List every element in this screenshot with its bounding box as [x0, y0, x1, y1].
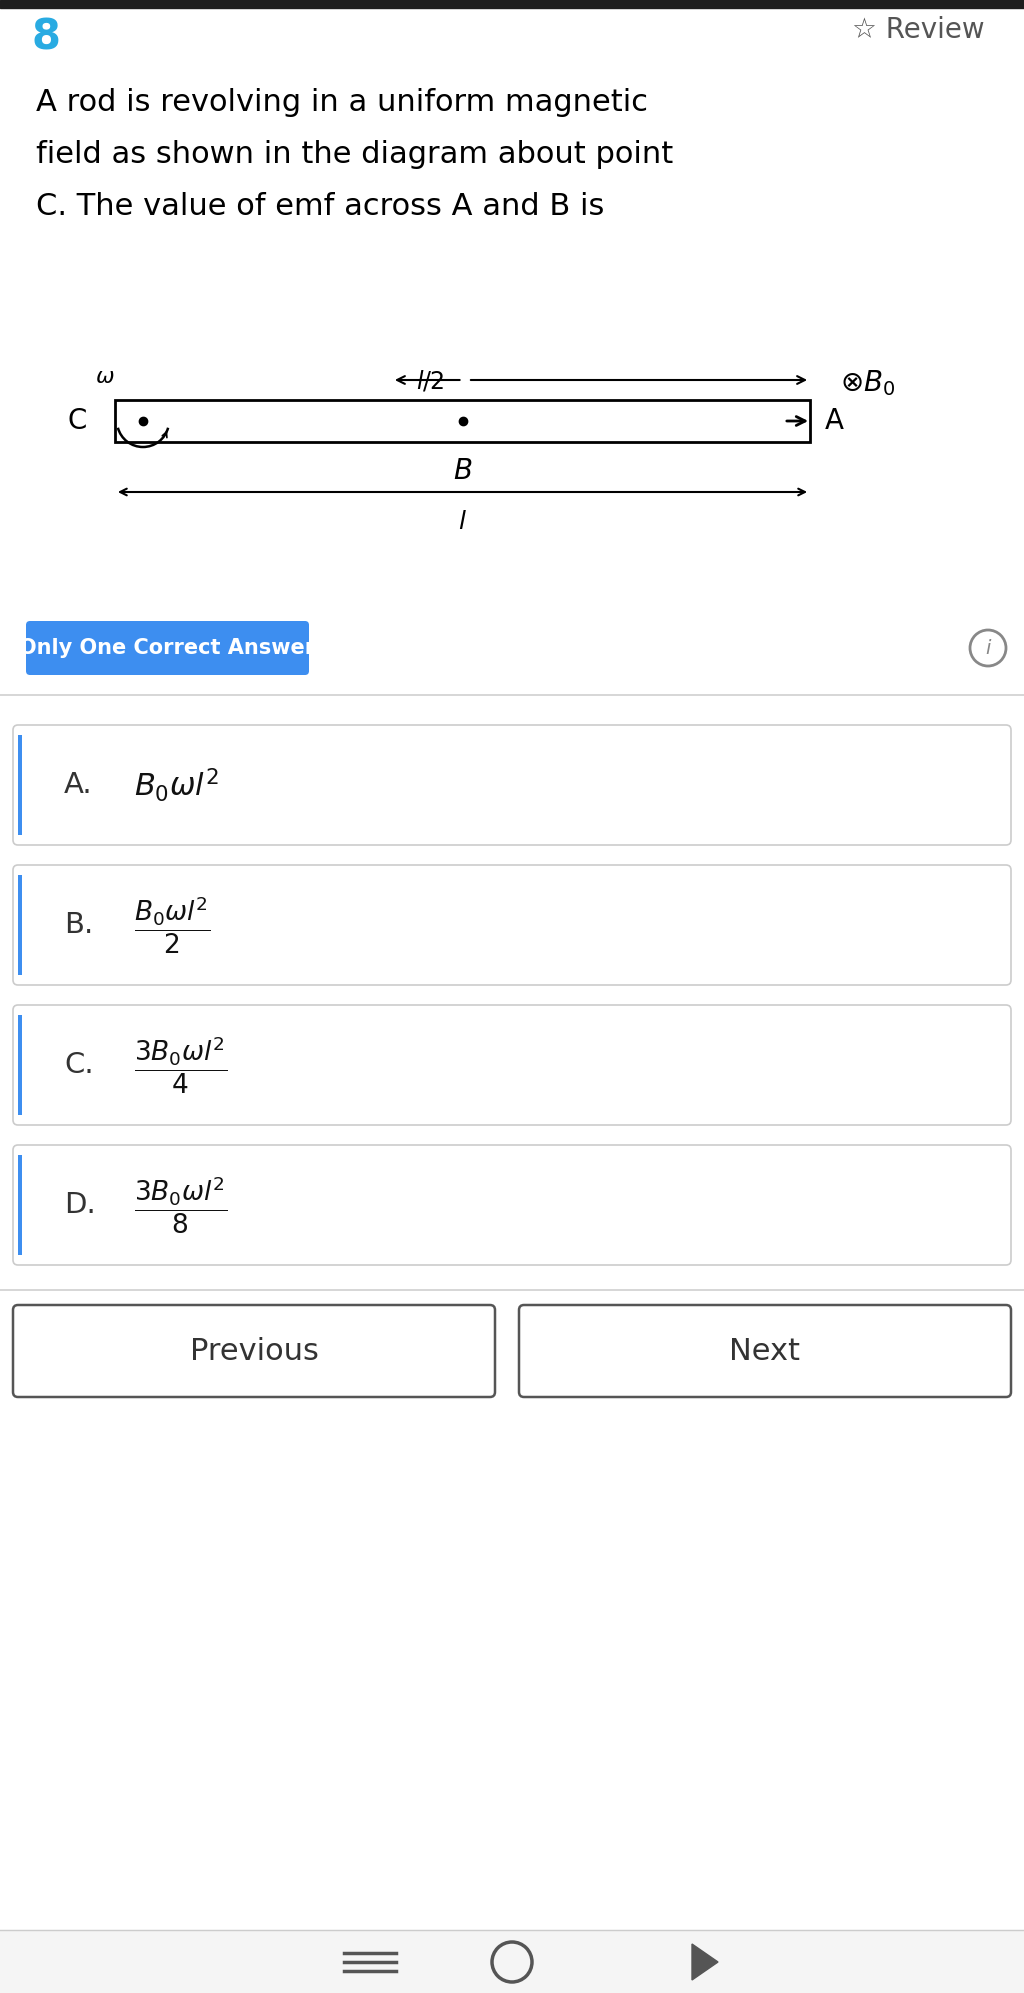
Text: $\dfrac{3B_{0}\omega l^{2}}{4}$: $\dfrac{3B_{0}\omega l^{2}}{4}$ [134, 1034, 227, 1096]
Bar [18, 735, 22, 835]
Text: C. The value of emf across A and B is: C. The value of emf across A and B is [36, 191, 604, 221]
Bar [18, 1156, 22, 1256]
Text: A rod is revolving in a uniform magnetic: A rod is revolving in a uniform magnetic [36, 88, 648, 118]
Polygon shape [692, 1943, 718, 1979]
FancyBboxPatch shape [13, 1146, 1011, 1266]
Text: C.: C. [63, 1050, 93, 1078]
Text: 8: 8 [32, 16, 61, 58]
Text: Next: Next [729, 1337, 801, 1365]
Text: C: C [68, 407, 87, 434]
Text: $B$: $B$ [453, 456, 472, 484]
FancyBboxPatch shape [519, 1305, 1011, 1397]
Text: A: A [825, 407, 844, 434]
Text: $\dfrac{3B_{0}\omega l^{2}}{8}$: $\dfrac{3B_{0}\omega l^{2}}{8}$ [134, 1174, 227, 1236]
Bar [0, 1929, 1024, 1993]
Text: $\otimes B_0$: $\otimes B_0$ [840, 369, 895, 399]
Text: B.: B. [63, 911, 93, 939]
FancyBboxPatch shape [26, 622, 309, 676]
Bar [18, 1014, 22, 1114]
Text: field as shown in the diagram about point: field as shown in the diagram about poin… [36, 140, 673, 169]
Text: Only One Correct Answer: Only One Correct Answer [19, 638, 315, 658]
Bar [18, 875, 22, 975]
Bar [0, 0, 1024, 8]
Text: Previous: Previous [189, 1337, 318, 1365]
Text: $B_{0}\omega l^{2}$: $B_{0}\omega l^{2}$ [134, 765, 219, 803]
FancyBboxPatch shape [13, 725, 1011, 845]
Text: $\dfrac{B_{0}\omega l^{2}}{2}$: $\dfrac{B_{0}\omega l^{2}}{2}$ [134, 895, 210, 955]
Text: D.: D. [63, 1192, 96, 1220]
Text: $l$: $l$ [458, 510, 467, 534]
FancyBboxPatch shape [13, 865, 1011, 985]
Text: i: i [985, 638, 990, 658]
Text: $l/2$: $l/2$ [416, 369, 444, 393]
Text: $\omega$: $\omega$ [95, 367, 115, 387]
FancyBboxPatch shape [13, 1004, 1011, 1124]
Bar [115, 401, 810, 442]
Text: A.: A. [63, 771, 92, 799]
Text: ☆ Review: ☆ Review [852, 16, 985, 44]
FancyBboxPatch shape [13, 1305, 495, 1397]
